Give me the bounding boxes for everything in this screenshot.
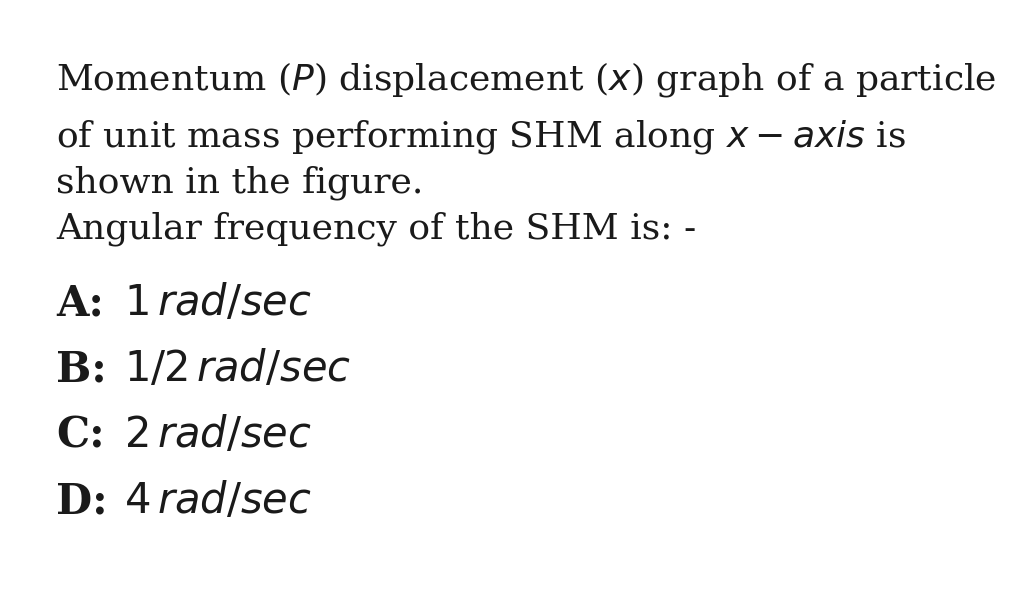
Text: $1\,rad/sec$: $1\,rad/sec$ <box>124 282 312 324</box>
Text: of unit mass performing SHM along $x-axis$ is: of unit mass performing SHM along $x-axi… <box>56 118 906 156</box>
Text: Momentum ($P$) displacement ($x$) graph of a particle: Momentum ($P$) displacement ($x$) graph … <box>56 60 996 99</box>
Text: A:: A: <box>56 282 104 324</box>
Text: $4\,rad/sec$: $4\,rad/sec$ <box>124 480 312 522</box>
Text: B:: B: <box>56 348 108 390</box>
Text: D:: D: <box>56 480 108 522</box>
Text: Angular frequency of the SHM is: -: Angular frequency of the SHM is: - <box>56 212 696 246</box>
Text: $1/2\,rad/sec$: $1/2\,rad/sec$ <box>124 348 351 390</box>
Text: $2\,rad/sec$: $2\,rad/sec$ <box>124 414 312 456</box>
Text: shown in the figure.: shown in the figure. <box>56 166 424 201</box>
Text: C:: C: <box>56 414 104 456</box>
